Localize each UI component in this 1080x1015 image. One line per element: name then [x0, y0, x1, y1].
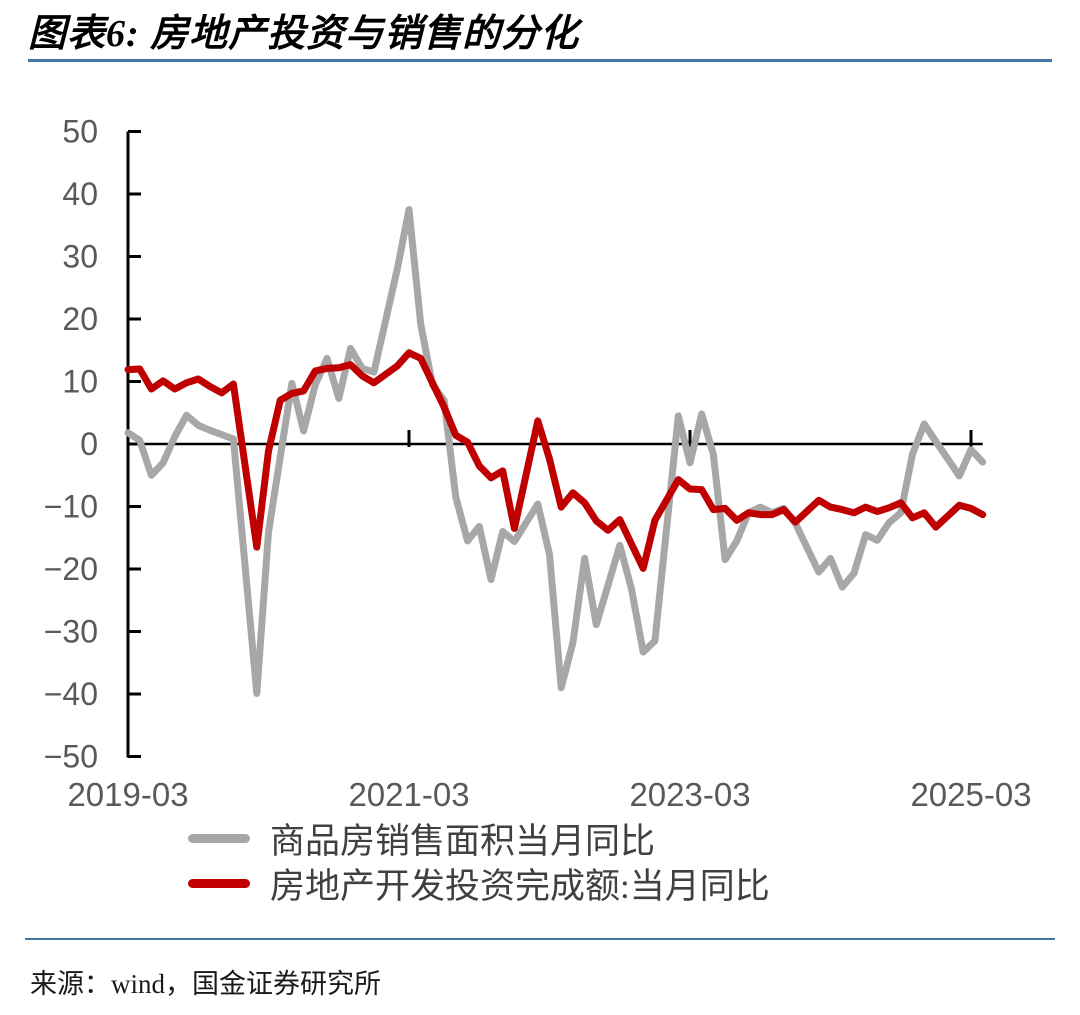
- y-axis-label: 50: [62, 114, 98, 150]
- legend-item-investment: 房地产开发投资完成额:当月同比: [0, 861, 1080, 906]
- y-axis-label: 20: [62, 301, 98, 337]
- investment-line-swatch: [188, 879, 250, 888]
- sales-series-line: [124, 206, 987, 697]
- y-axis-label: 30: [62, 239, 98, 275]
- y-axis-label: −10: [44, 489, 98, 525]
- y-axis-label: 40: [62, 176, 98, 212]
- investment-series-line: [124, 349, 987, 572]
- y-axis-label: −40: [44, 676, 98, 712]
- y-axis-label: −50: [44, 739, 98, 775]
- x-axis-label: 2021-03: [348, 776, 469, 813]
- y-axis-label: −20: [44, 551, 98, 587]
- footer-rule: [25, 938, 1055, 940]
- y-axis-label: 0: [80, 426, 98, 462]
- title-rule: [28, 59, 1052, 62]
- x-axis-label: 2023-03: [629, 776, 750, 813]
- legend-label-sales: 商品房销售面积当月同比: [270, 822, 656, 861]
- x-axis-label: 2025-03: [910, 776, 1031, 813]
- y-axis-label: −30: [44, 614, 98, 650]
- sales-line-swatch: [188, 834, 250, 843]
- chart-title: 图表6: 房地产投资与销售的分化: [28, 13, 580, 55]
- chart-legend: 商品房销售面积当月同比 房地产开发投资完成额:当月同比: [0, 816, 1080, 906]
- x-axis-label: 2019-03: [67, 776, 188, 813]
- legend-item-sales: 商品房销售面积当月同比: [0, 816, 1080, 861]
- y-axis-label: 10: [62, 364, 98, 400]
- source-note: 来源：wind，国金证券研究所: [30, 969, 381, 999]
- legend-label-investment: 房地产开发投资完成额:当月同比: [270, 867, 770, 906]
